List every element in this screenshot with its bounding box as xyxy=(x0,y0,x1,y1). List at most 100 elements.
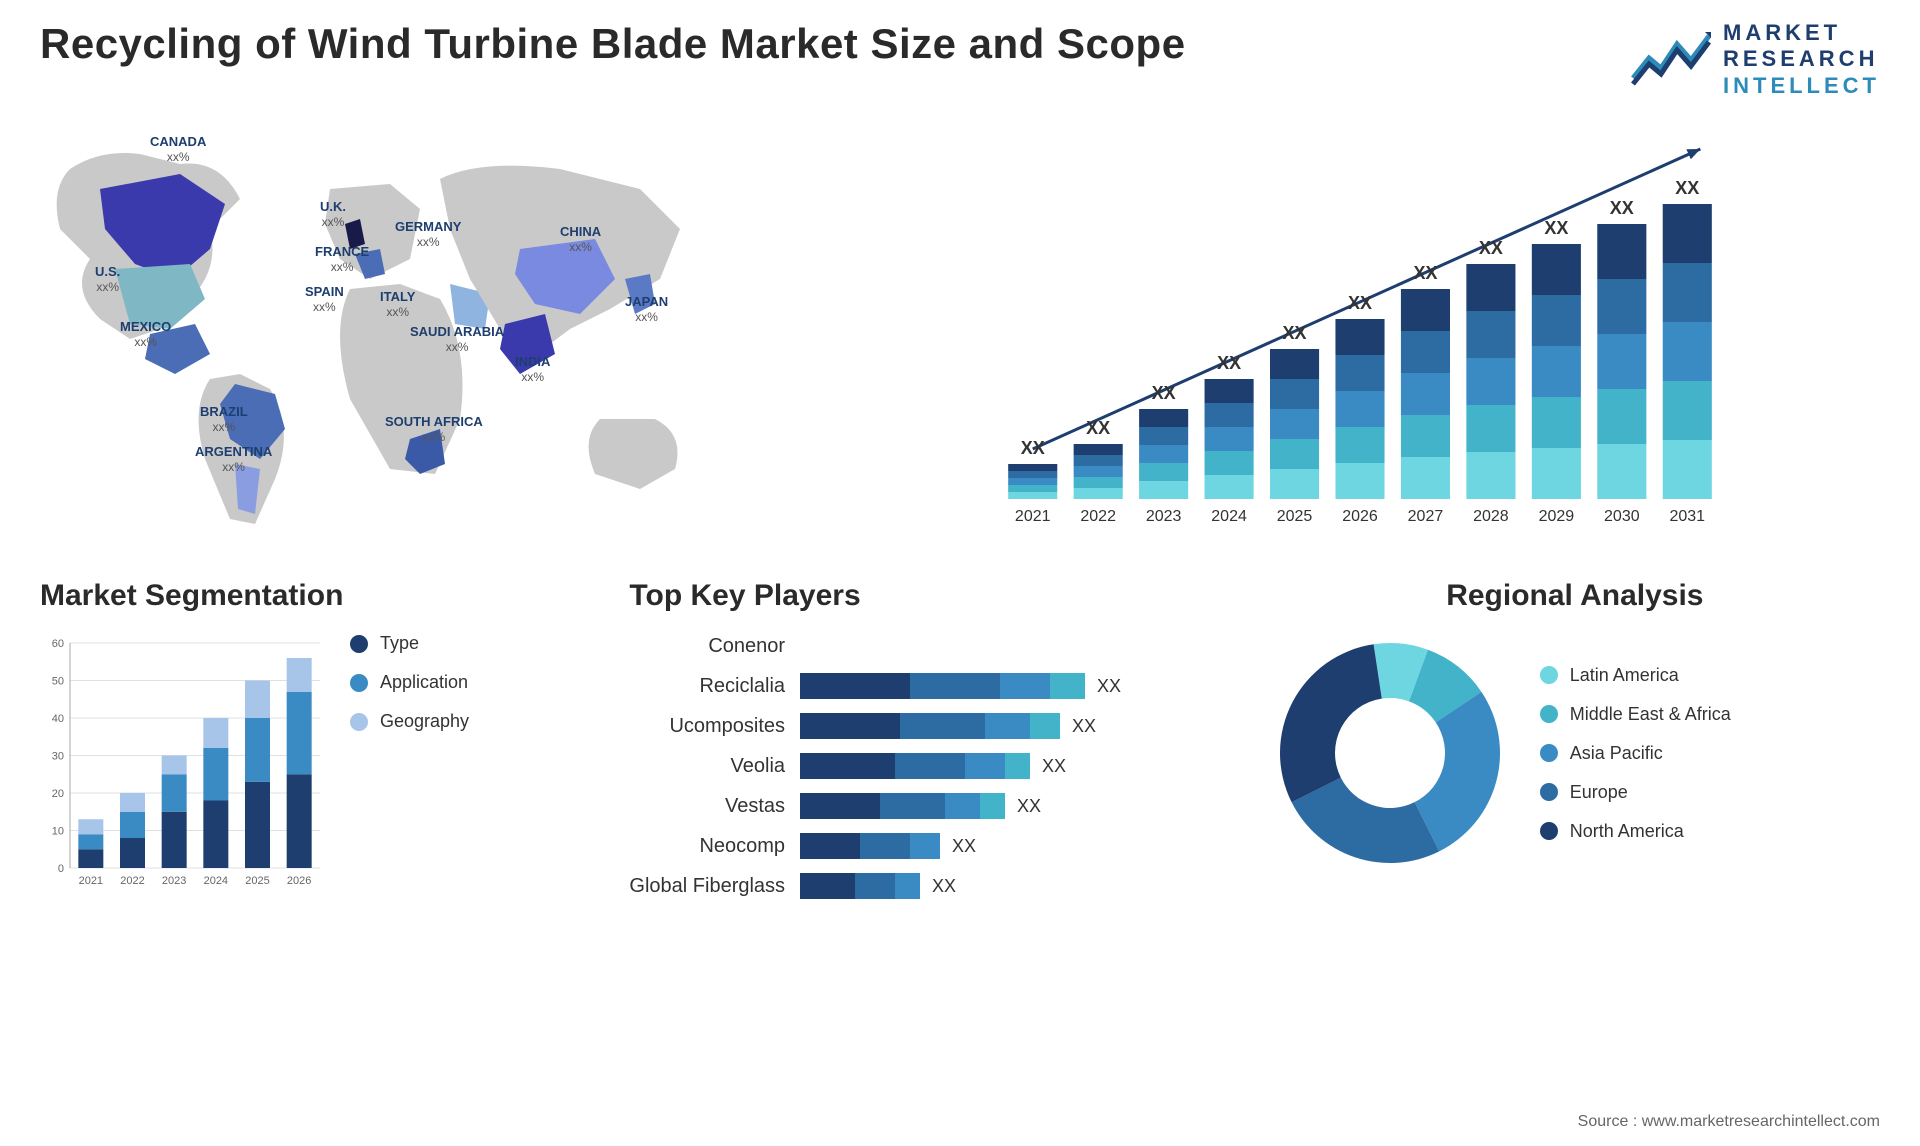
player-bar-segment xyxy=(800,753,895,779)
segmentation-title: Market Segmentation xyxy=(40,579,599,613)
map-label: SAUDI ARABIAxx% xyxy=(410,324,504,354)
player-name: Neocomp xyxy=(699,833,785,859)
legend-item: Middle East & Africa xyxy=(1540,704,1731,725)
regional-title: Regional Analysis xyxy=(1270,579,1880,613)
player-bar-segment xyxy=(855,873,895,899)
player-name: Global Fiberglass xyxy=(629,873,785,899)
legend-dot xyxy=(350,713,368,731)
svg-text:2022: 2022 xyxy=(1080,508,1116,525)
player-bar-segment xyxy=(1050,673,1085,699)
logo-line1: MARKET xyxy=(1723,20,1880,46)
legend-item: Geography xyxy=(350,711,469,732)
svg-text:20: 20 xyxy=(52,788,64,800)
svg-text:2023: 2023 xyxy=(1146,508,1182,525)
logo-line3: INTELLECT xyxy=(1723,73,1880,99)
player-name: Ucomposites xyxy=(669,713,785,739)
legend-label: North America xyxy=(1570,821,1684,842)
player-bar-segment xyxy=(800,713,900,739)
legend-label: Europe xyxy=(1570,782,1628,803)
player-bars: XXXXXXXXXXXX xyxy=(800,633,1240,899)
legend-item: Asia Pacific xyxy=(1540,743,1731,764)
legend-dot xyxy=(1540,666,1558,684)
regional-legend: Latin AmericaMiddle East & AfricaAsia Pa… xyxy=(1540,665,1731,842)
world-map: CANADAxx%U.S.xx%MEXICOxx%BRAZILxx%ARGENT… xyxy=(40,129,940,549)
source-attribution: Source : www.marketresearchintellect.com xyxy=(1578,1113,1880,1131)
map-label: MEXICOxx% xyxy=(120,319,171,349)
player-bar-segment xyxy=(800,873,855,899)
player-bar-segment xyxy=(800,673,910,699)
player-bar-row: XX xyxy=(800,713,1240,739)
legend-label: Asia Pacific xyxy=(1570,743,1663,764)
legend-label: Geography xyxy=(380,711,469,732)
legend-dot xyxy=(350,635,368,653)
svg-text:2030: 2030 xyxy=(1604,508,1640,525)
player-bar-segment xyxy=(800,793,880,819)
player-bar-segment xyxy=(900,713,985,739)
svg-text:XX: XX xyxy=(1348,293,1372,313)
svg-text:2028: 2028 xyxy=(1473,508,1509,525)
players-panel: Top Key Players ConenorReciclaliaUcompos… xyxy=(629,579,1239,899)
logo-icon xyxy=(1631,30,1711,90)
players-title: Top Key Players xyxy=(629,579,1239,613)
svg-text:XX: XX xyxy=(1283,323,1307,343)
map-label: GERMANYxx% xyxy=(395,219,461,249)
player-value: XX xyxy=(1017,796,1041,817)
player-bar-segment xyxy=(1030,713,1060,739)
legend-dot xyxy=(1540,822,1558,840)
svg-text:60: 60 xyxy=(52,638,64,650)
map-label: SPAINxx% xyxy=(305,284,344,314)
player-bar-segment xyxy=(800,833,860,859)
player-bar-segment xyxy=(895,873,920,899)
player-bar xyxy=(800,753,1030,779)
player-bar-row: XX xyxy=(800,673,1240,699)
player-bar-segment xyxy=(1005,753,1030,779)
player-bar-row: XX xyxy=(800,873,1240,899)
player-name: Vestas xyxy=(725,793,785,819)
svg-text:2027: 2027 xyxy=(1408,508,1444,525)
svg-text:40: 40 xyxy=(52,713,64,725)
svg-text:XX: XX xyxy=(1021,438,1045,458)
svg-text:XX: XX xyxy=(1544,218,1568,238)
player-bar xyxy=(800,673,1085,699)
player-bar-segment xyxy=(910,673,1000,699)
player-name: Veolia xyxy=(731,753,786,779)
svg-text:2024: 2024 xyxy=(1211,508,1247,525)
svg-text:XX: XX xyxy=(1610,198,1634,218)
logo-line2: RESEARCH xyxy=(1723,46,1880,72)
map-label: FRANCExx% xyxy=(315,244,369,274)
player-value: XX xyxy=(1072,716,1096,737)
svg-text:2031: 2031 xyxy=(1669,508,1705,525)
player-bar-segment xyxy=(860,833,910,859)
player-bar-segment xyxy=(985,713,1030,739)
player-bar-segment xyxy=(965,753,1005,779)
legend-label: Middle East & Africa xyxy=(1570,704,1731,725)
brand-logo: MARKET RESEARCH INTELLECT xyxy=(1631,20,1880,99)
player-bar xyxy=(800,793,1005,819)
svg-text:10: 10 xyxy=(52,826,64,838)
player-bar-segment xyxy=(1000,673,1050,699)
map-label: U.S.xx% xyxy=(95,264,120,294)
player-name: Conenor xyxy=(708,633,785,659)
legend-item: Type xyxy=(350,633,469,654)
svg-text:2025: 2025 xyxy=(245,875,269,887)
map-label: CHINAxx% xyxy=(560,224,601,254)
svg-text:2026: 2026 xyxy=(287,875,311,887)
player-bar-segment xyxy=(945,793,980,819)
svg-text:2025: 2025 xyxy=(1277,508,1313,525)
map-label: ITALYxx% xyxy=(380,289,415,319)
map-label: INDIAxx% xyxy=(515,354,550,384)
player-bar-row: XX xyxy=(800,793,1240,819)
legend-dot xyxy=(1540,744,1558,762)
svg-text:50: 50 xyxy=(52,676,64,688)
segmentation-chart: 0102030405060202120222023202420252026 xyxy=(40,633,330,893)
player-labels: ConenorReciclaliaUcompositesVeoliaVestas… xyxy=(629,633,785,899)
map-label: BRAZILxx% xyxy=(200,404,248,434)
player-bar-segment xyxy=(910,833,940,859)
player-value: XX xyxy=(1097,676,1121,697)
player-value: XX xyxy=(932,876,956,897)
player-bar xyxy=(800,873,920,899)
svg-text:2029: 2029 xyxy=(1539,508,1575,525)
svg-text:2026: 2026 xyxy=(1342,508,1378,525)
map-label: CANADAxx% xyxy=(150,134,206,164)
main-bar-chart: XX2021XX2022XX2023XX2024XX2025XX2026XX20… xyxy=(980,129,1880,549)
